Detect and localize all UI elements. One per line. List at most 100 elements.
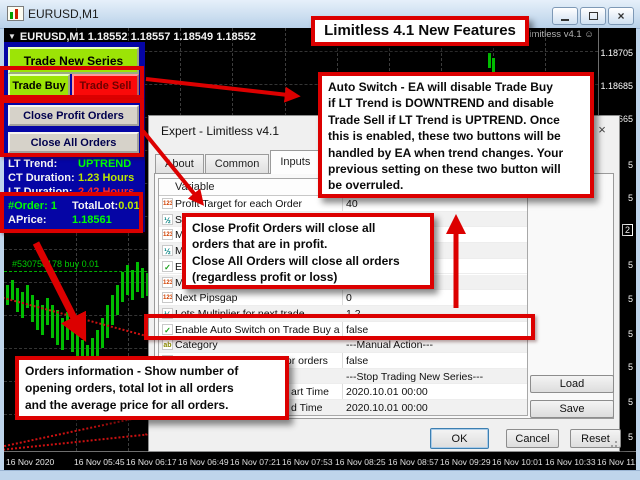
variable-name: Next Pipsgap: [175, 292, 238, 305]
variable-column-header: Variable: [175, 181, 215, 193]
tab-about[interactable]: About: [155, 154, 204, 174]
close-button[interactable]: ×: [608, 7, 634, 25]
stat-label: CT Duration:: [8, 172, 75, 184]
dialog-tabs: About Common Inputs: [155, 150, 321, 174]
price-label: 1.18685: [600, 81, 633, 91]
bool-type-icon: ✓: [162, 260, 173, 272]
dialog-close-icon[interactable]: ×: [598, 122, 606, 137]
resize-grip[interactable]: [609, 441, 617, 449]
variable-name: S: [175, 213, 183, 226]
tab-inputs[interactable]: Inputs: [270, 150, 321, 174]
candle: [492, 58, 495, 72]
candle: [136, 262, 139, 292]
highlight-buy-sell-box: [0, 66, 144, 99]
variable-name: Profit Target for each Order: [175, 198, 303, 210]
input-row[interactable]: 123 Profit Target for each Order 40: [159, 196, 527, 212]
orders-row: #Order: 1 TotalLot:0.01: [8, 200, 143, 214]
variable-value[interactable]: false: [346, 323, 369, 336]
candle: [126, 265, 129, 295]
time-label: 16 Nov 06:49: [178, 457, 229, 467]
reset-button[interactable]: Reset: [570, 429, 621, 448]
double-type-icon: ½: [162, 307, 173, 319]
variable-value[interactable]: 0: [346, 292, 352, 305]
candle: [131, 270, 134, 300]
variable-value[interactable]: 2020.10.01 00:00: [346, 386, 428, 399]
candle: [36, 300, 39, 330]
restore-button[interactable]: [580, 7, 606, 25]
trade-sell-button[interactable]: Trade Sell: [72, 74, 139, 98]
ea-watermark: Limitless v4.1 ☺: [524, 29, 594, 40]
close-profit-orders-button[interactable]: Close Profit Orders: [8, 105, 139, 126]
gridline-h: [4, 84, 598, 85]
total-lot-value: 0.01: [118, 200, 140, 212]
load-button[interactable]: Load: [530, 375, 614, 393]
aprice-row: APrice: 1.18561: [8, 214, 143, 228]
variable-name: M: [175, 245, 184, 258]
close-all-orders-button[interactable]: Close All Orders: [8, 132, 139, 153]
orders-stats: #Order: 1 TotalLot:0.01 APrice: 1.18561: [8, 200, 143, 228]
candle: [106, 305, 109, 338]
time-label: 16 Nov 10:33: [545, 457, 596, 467]
gridline-v: [76, 28, 77, 451]
variable-value[interactable]: ---Manual Action---: [346, 339, 433, 352]
chevron-down-icon: ▼: [8, 32, 16, 41]
input-row[interactable]: 123 Next Pipsgap 0: [159, 290, 527, 306]
aprice-value: 1.18561: [72, 214, 112, 226]
price-marker: 2: [621, 224, 633, 236]
candle: [31, 295, 34, 322]
int-type-icon: 123: [162, 292, 173, 304]
stat-value: UPTREND: [78, 158, 132, 170]
variable-value[interactable]: 2020.10.01 00:00: [346, 402, 428, 415]
save-button[interactable]: Save: [530, 400, 614, 418]
time-label: 16 Nov 10:01: [492, 457, 543, 467]
candle: [71, 320, 74, 352]
annotation-auto-switch: Auto Switch - EA will disable Trade Buy …: [318, 72, 594, 198]
time-label: 16 Nov 05:45: [74, 457, 125, 467]
time-label: 16 Nov 09:29: [440, 457, 491, 467]
highlight-auto-switch-row-box: [144, 314, 535, 340]
ok-button[interactable]: OK: [430, 428, 489, 449]
variable-value[interactable]: ---Stop Trading New Series---: [346, 370, 484, 383]
input-row[interactable]: ab Category ---Manual Action---: [159, 337, 527, 353]
gridline-v: [128, 28, 129, 451]
variable-name: art Time: [291, 386, 329, 399]
tab-common[interactable]: Common: [204, 154, 270, 174]
time-label: 16 Nov 07:21: [230, 457, 281, 467]
order-count-label: #Order:: [8, 200, 48, 212]
candle: [16, 288, 19, 312]
price-label-fragment: 5: [627, 362, 633, 372]
bool-type-icon: ✓: [162, 323, 173, 335]
candle: [26, 285, 29, 308]
variable-name: M: [175, 229, 184, 242]
stat-label: LT Trend:: [8, 158, 58, 170]
price-label-fragment: 5: [627, 160, 633, 170]
price-label-fragment: 5: [627, 329, 633, 339]
highlight-close-buttons-box: [0, 99, 144, 157]
ohlc-text: EURUSD,M1 1.18552 1.18557 1.18549 1.1855…: [19, 31, 256, 43]
price-label-fragment: 5: [627, 432, 633, 442]
variable-value[interactable]: false: [346, 355, 369, 367]
double-type-icon: ½: [162, 245, 173, 257]
variable-value[interactable]: 40: [346, 198, 358, 210]
minimize-button[interactable]: [552, 7, 578, 25]
candle: [76, 330, 79, 365]
candle: [61, 318, 64, 350]
string-type-icon: ab: [162, 339, 173, 351]
stat-row: LT Trend: UPTREND: [8, 158, 143, 172]
price-label-fragment: 5: [627, 260, 633, 270]
cancel-button[interactable]: Cancel: [506, 429, 559, 448]
restore-icon: [588, 12, 598, 20]
stat-row: CT Duration: 1.23 Hours: [8, 172, 143, 186]
chart-window-icon: [7, 6, 24, 21]
int-type-icon: 123: [162, 198, 173, 209]
candle: [6, 285, 9, 305]
candle: [121, 272, 124, 302]
variable-name: M: [175, 276, 184, 289]
aprice-label: APrice:: [8, 214, 47, 226]
time-label: 16 Nov 11:05: [597, 457, 636, 467]
int-type-icon: 123: [162, 229, 173, 241]
column-divider: [342, 179, 343, 415]
stat-value: 1.23 Hours: [78, 172, 135, 184]
order-line-label: #530758178 buy 0.01: [12, 259, 100, 269]
candle: [46, 298, 49, 325]
